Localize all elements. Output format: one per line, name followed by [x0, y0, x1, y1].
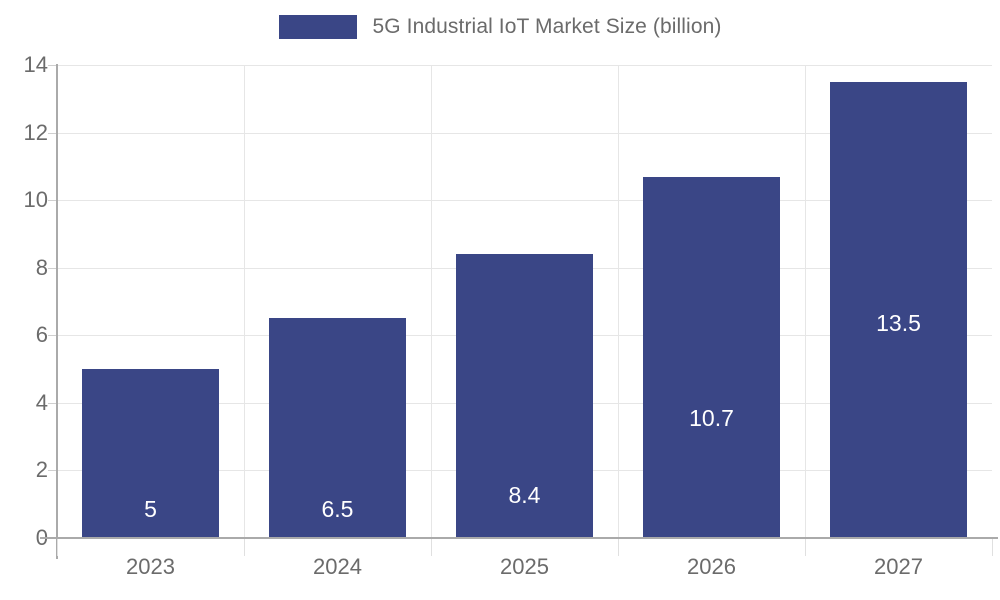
y-axis-line: [56, 64, 58, 559]
y-tick-mark: [48, 470, 57, 472]
gridline-horizontal: [57, 200, 992, 202]
bar-value-label: 6.5: [321, 496, 354, 522]
x-tick-label: 2026: [687, 554, 736, 579]
bar-2024[interactable]: 6.5: [269, 318, 406, 538]
y-tick-mark: [48, 65, 57, 66]
x-tick-label: 2025: [500, 554, 549, 579]
bar-2023[interactable]: 5: [82, 369, 219, 538]
plot-area: 5 6.5 8.4 10.7 13.5: [57, 65, 992, 539]
bar-value-label: 13.5: [876, 309, 921, 336]
gridline-vertical: [805, 65, 806, 538]
gridline-vertical: [244, 65, 245, 538]
bar-value-label: 5: [144, 496, 157, 522]
bar-2026[interactable]: 10.7: [643, 176, 780, 538]
gridline-vertical: [618, 65, 619, 538]
x-tick-label: 2027: [874, 554, 923, 579]
y-tick-mark: [48, 267, 57, 269]
legend-label: 5G Industrial IoT Market Size (billion): [372, 15, 722, 38]
x-tick-mark: [618, 539, 619, 556]
y-tick-label: 10: [23, 187, 48, 213]
y-tick-label: 2: [35, 457, 48, 483]
y-tick-mark: [48, 132, 57, 134]
gridline-horizontal: [57, 65, 992, 66]
gridline-vertical: [431, 65, 432, 538]
y-tick-label: 14: [23, 52, 48, 77]
bar-value-label: 10.7: [689, 404, 734, 431]
bar-value-label: 8.4: [508, 482, 541, 509]
gridline-horizontal: [57, 132, 992, 134]
bar-2025[interactable]: 8.4: [456, 254, 593, 538]
x-axis-line: [40, 537, 998, 539]
y-tick-label: 6: [35, 322, 48, 348]
legend-color-swatch: [278, 15, 357, 39]
y-tick-mark: [48, 402, 57, 404]
y-axis-tick-labels: 0 2 4 6 8 10 12 14: [0, 0, 57, 600]
x-tick-label: 2023: [126, 554, 175, 579]
y-tick-label: 4: [35, 389, 48, 415]
chart-legend: 5G Industrial IoT Market Size (billion): [0, 10, 1000, 44]
y-tick-label: 12: [23, 119, 48, 145]
x-tick-mark: [57, 539, 58, 556]
x-tick-mark: [244, 539, 245, 556]
y-tick-label: 8: [35, 254, 48, 280]
x-tick-mark: [431, 539, 432, 556]
y-tick-mark: [48, 335, 57, 337]
x-tick-mark: [992, 539, 993, 556]
x-tick-mark: [805, 539, 806, 556]
y-tick-mark: [48, 200, 57, 202]
x-tick-label: 2024: [313, 554, 362, 579]
bar-2027[interactable]: 13.5: [830, 81, 967, 538]
